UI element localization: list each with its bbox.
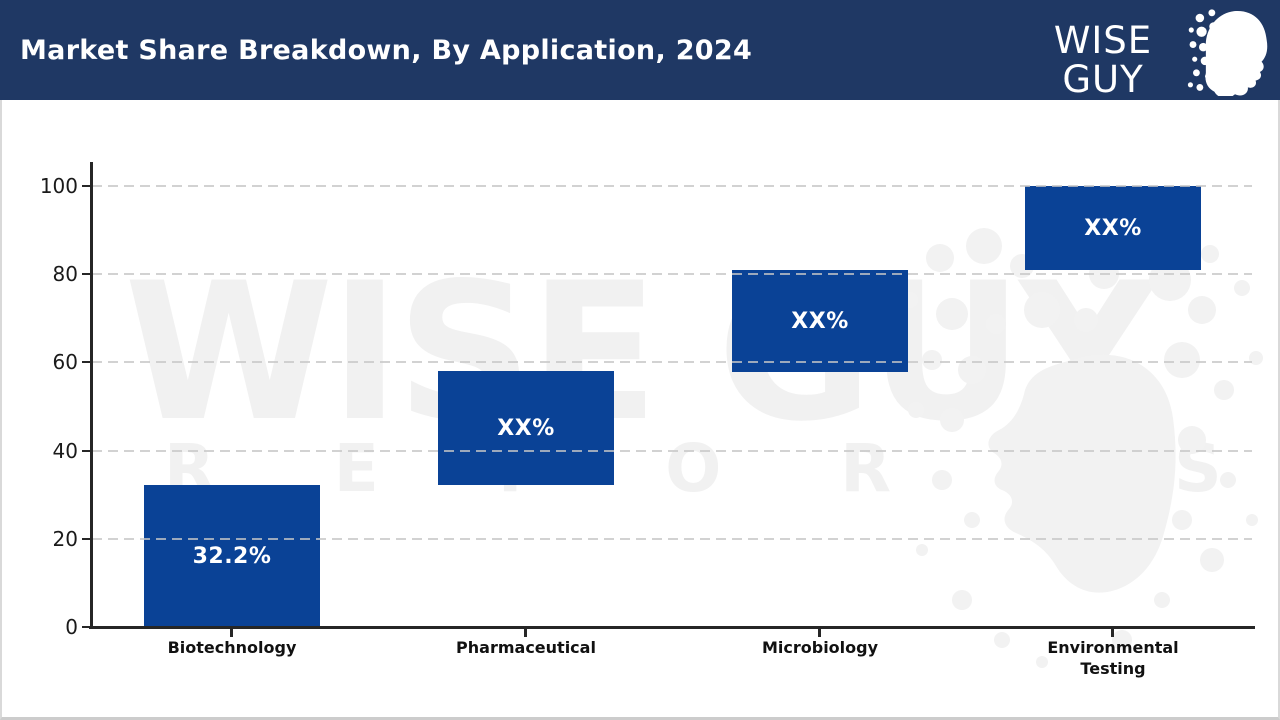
- y-tick: [82, 185, 91, 187]
- y-tick: [82, 361, 91, 363]
- x-category-label-biotechnology: Biotechnology: [167, 638, 297, 657]
- brand-subtitle: R E P O R T S: [1014, 100, 1192, 116]
- x-tick: [818, 629, 821, 637]
- bar-value-label: XX%: [1084, 215, 1142, 241]
- y-tick-label: 80: [52, 262, 78, 286]
- bar-segment-pharmaceutical: XX%: [438, 371, 614, 485]
- gridline-60: [92, 361, 1252, 363]
- y-tick-label: 100: [39, 174, 78, 198]
- y-tick-label: 40: [52, 439, 78, 463]
- y-tick: [82, 538, 91, 540]
- y-tick: [82, 626, 91, 628]
- gridline-40: [92, 450, 1252, 452]
- watermark-brand-text: WISE GUY: [124, 242, 1157, 463]
- bar-value-label: 32.2%: [192, 543, 272, 569]
- y-tick: [82, 450, 91, 452]
- bar-value-label: XX%: [791, 308, 849, 334]
- head-dots-icon: [1187, 9, 1268, 96]
- x-axis-line: [89, 626, 1255, 629]
- y-tick-label: 20: [52, 527, 78, 551]
- bar-segment-microbiology: XX%: [732, 270, 908, 372]
- bar-value-label: XX%: [497, 415, 555, 441]
- gridline-80: [92, 273, 1252, 275]
- brand-logo-text: WISE GUY R E P O R T S: [1012, 19, 1194, 116]
- y-tick-label: 0: [65, 615, 78, 639]
- header-bar: Market Share Breakdown, By Application, …: [0, 0, 1280, 116]
- brand-logo: WISE GUY R E P O R T S: [1012, 6, 1272, 116]
- gridline-20: [92, 538, 1252, 540]
- page-title: Market Share Breakdown, By Application, …: [20, 34, 753, 66]
- brand-name: WISE GUY: [1053, 19, 1153, 101]
- x-category-label-pharmaceutical: Pharmaceutical: [456, 638, 596, 657]
- x-tick: [230, 629, 233, 637]
- watermark-subtitle-text: R E P O R T S: [164, 430, 1270, 507]
- bar-segment-biotechnology: 32.2%: [144, 485, 320, 627]
- x-tick: [1111, 629, 1114, 637]
- y-tick: [82, 273, 91, 275]
- y-axis-line: [90, 162, 93, 629]
- chart-area: WISE GUY R E P O R T S: [0, 100, 1280, 720]
- x-category-label-microbiology: Microbiology: [761, 638, 879, 657]
- x-category-label-environmental-testing: Environmental Testing: [1047, 638, 1179, 678]
- gridline-100: [92, 185, 1252, 187]
- y-tick-label: 60: [52, 350, 78, 374]
- bar-segment-environmental-testing: XX%: [1025, 186, 1201, 270]
- x-tick: [524, 629, 527, 637]
